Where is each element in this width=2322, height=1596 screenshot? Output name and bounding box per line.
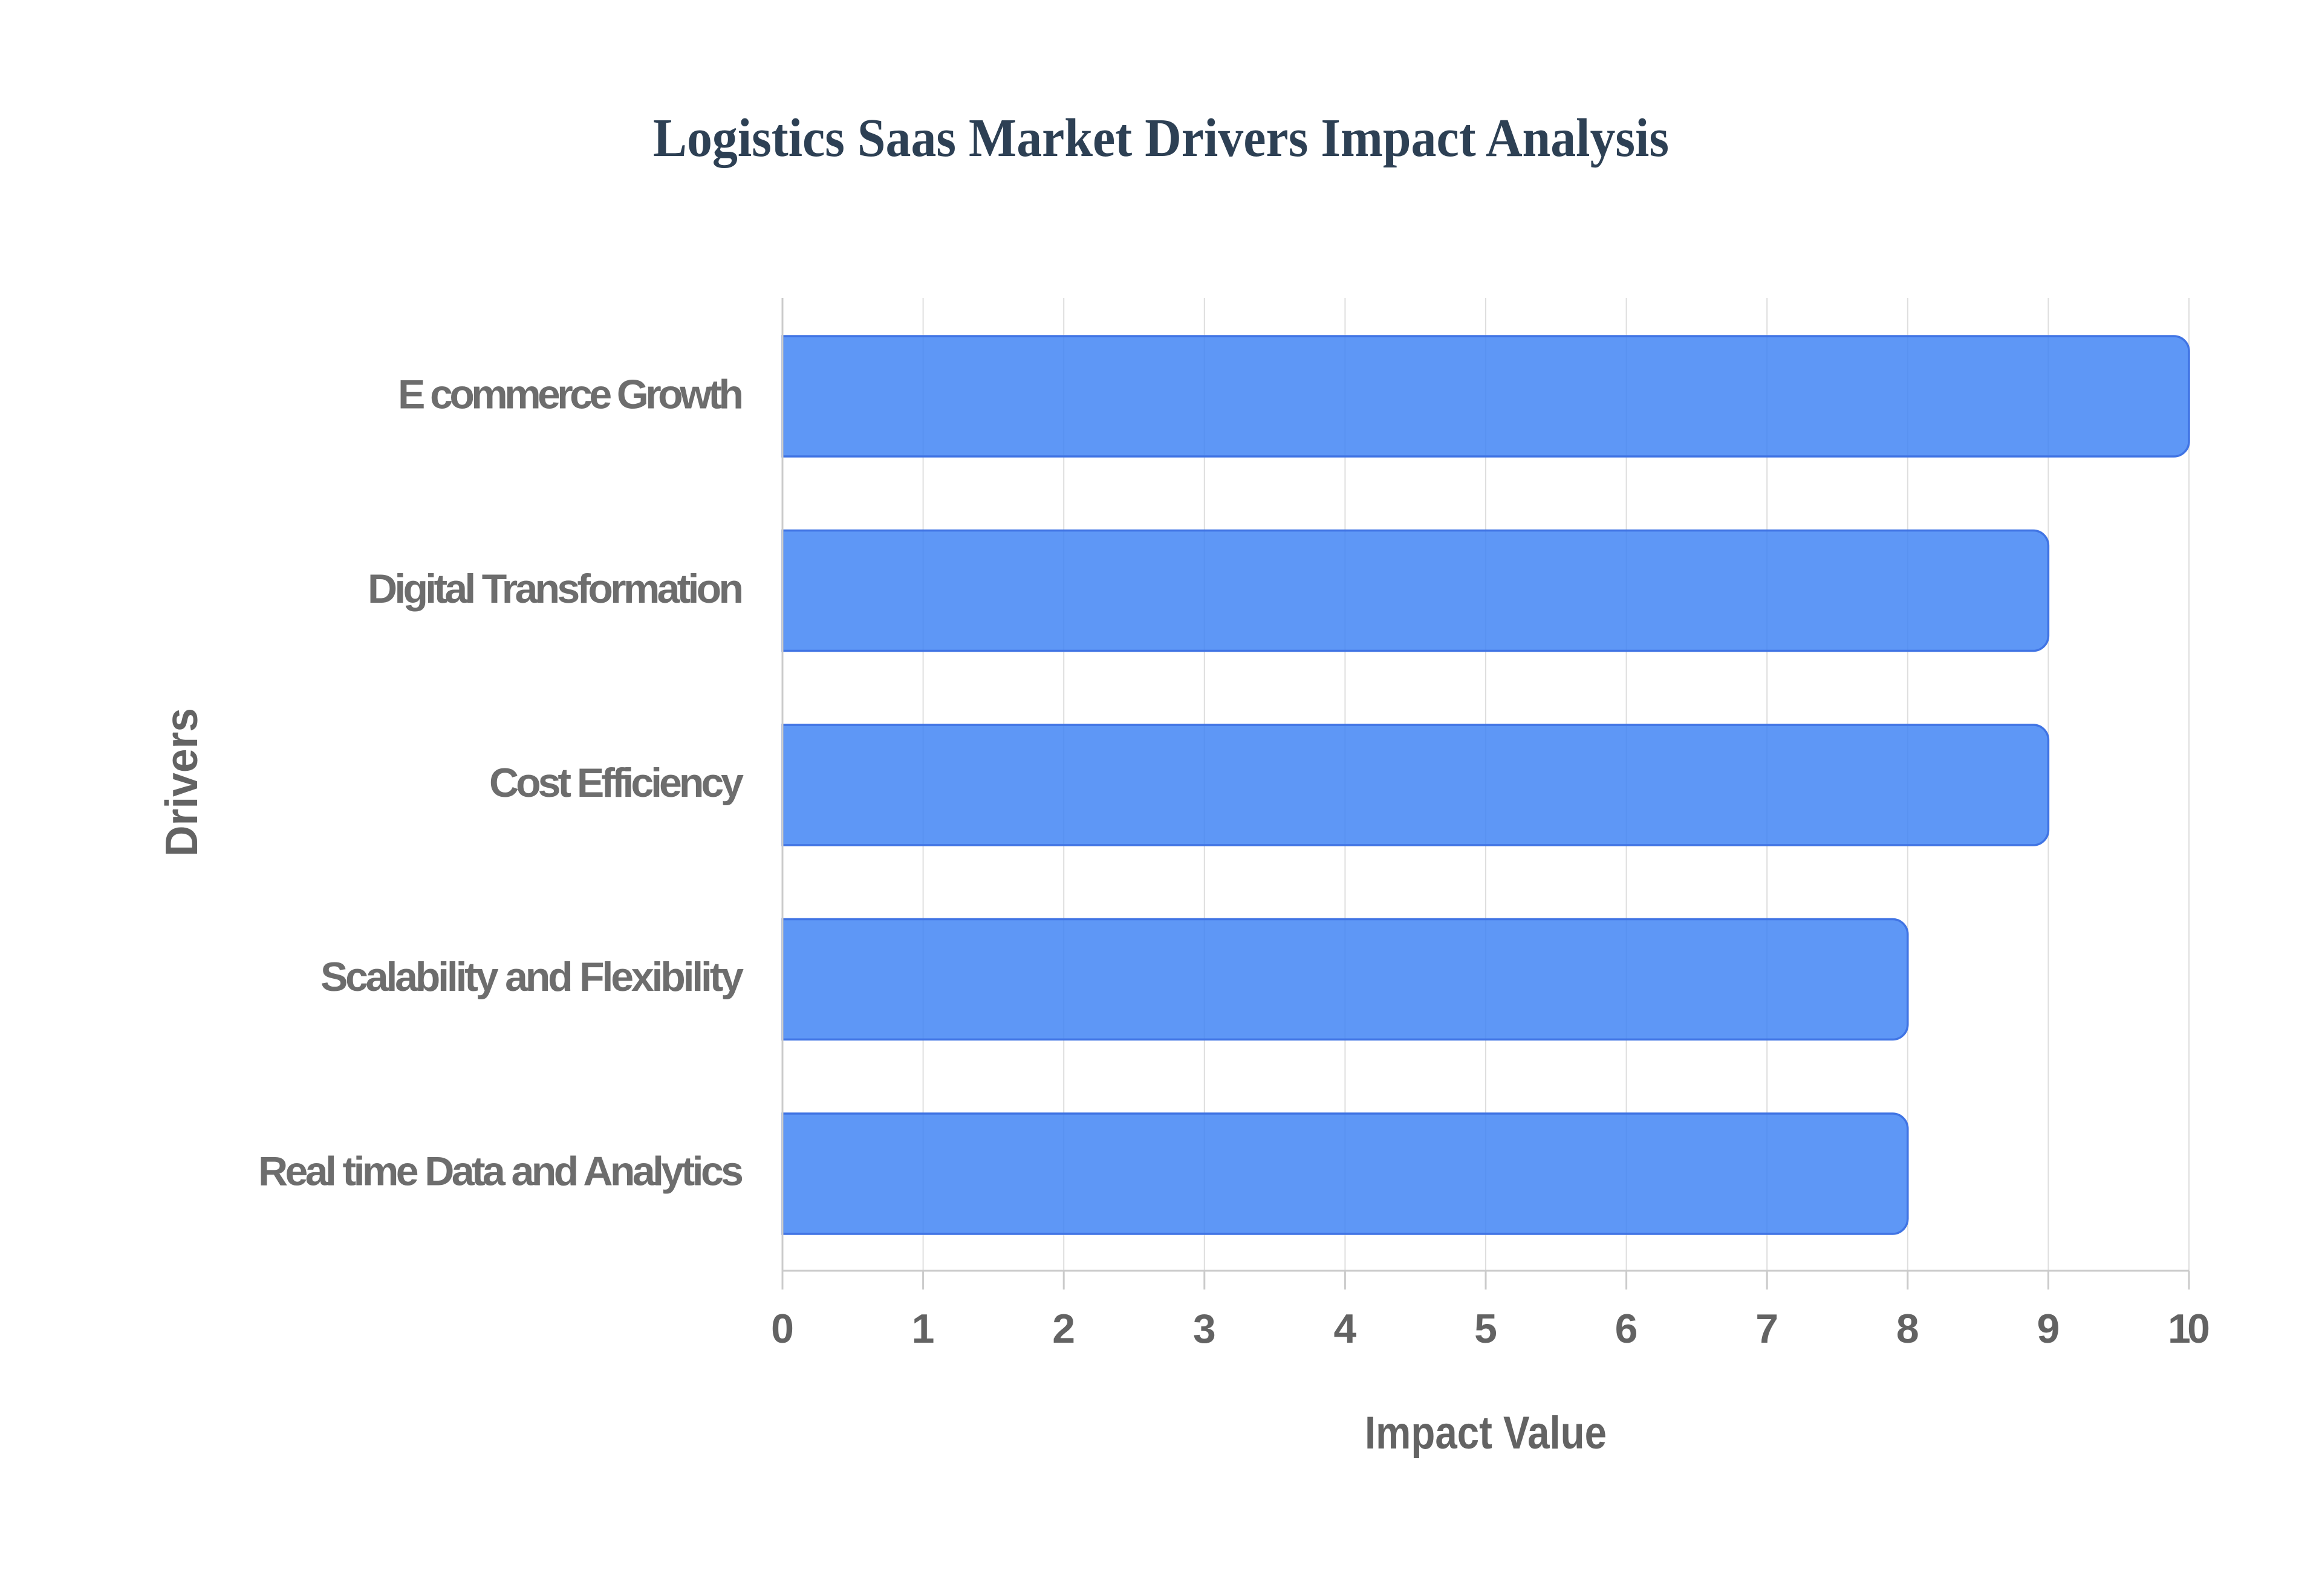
- svg-text:Cost Efficiency: Cost Efficiency: [489, 760, 744, 806]
- svg-text:E commerce Growth: E commerce Growth: [398, 372, 744, 418]
- svg-text:4: 4: [1333, 1306, 1356, 1352]
- svg-text:7: 7: [1755, 1306, 1778, 1352]
- svg-text:Digital Transformation: Digital Transformation: [368, 566, 744, 612]
- svg-text:9: 9: [2037, 1306, 2060, 1352]
- svg-text:0: 0: [771, 1306, 794, 1352]
- svg-text:Drivers: Drivers: [156, 708, 207, 857]
- svg-text:1: 1: [912, 1306, 935, 1352]
- svg-text:6: 6: [1615, 1306, 1638, 1352]
- svg-text:Impact Value: Impact Value: [1365, 1407, 1607, 1459]
- svg-text:3: 3: [1193, 1306, 1216, 1352]
- svg-text:Real time Data and Analytics: Real time Data and Analytics: [258, 1148, 744, 1194]
- svg-text:5: 5: [1474, 1306, 1497, 1352]
- svg-text:10: 10: [2168, 1306, 2210, 1352]
- svg-text:Logistics Saas Market Drivers: Logistics Saas Market Drivers Impact Ana…: [653, 108, 1669, 168]
- svg-text:2: 2: [1052, 1306, 1075, 1352]
- svg-text:Scalability and Flexibility: Scalability and Flexibility: [320, 954, 744, 1000]
- svg-text:8: 8: [1896, 1306, 1919, 1352]
